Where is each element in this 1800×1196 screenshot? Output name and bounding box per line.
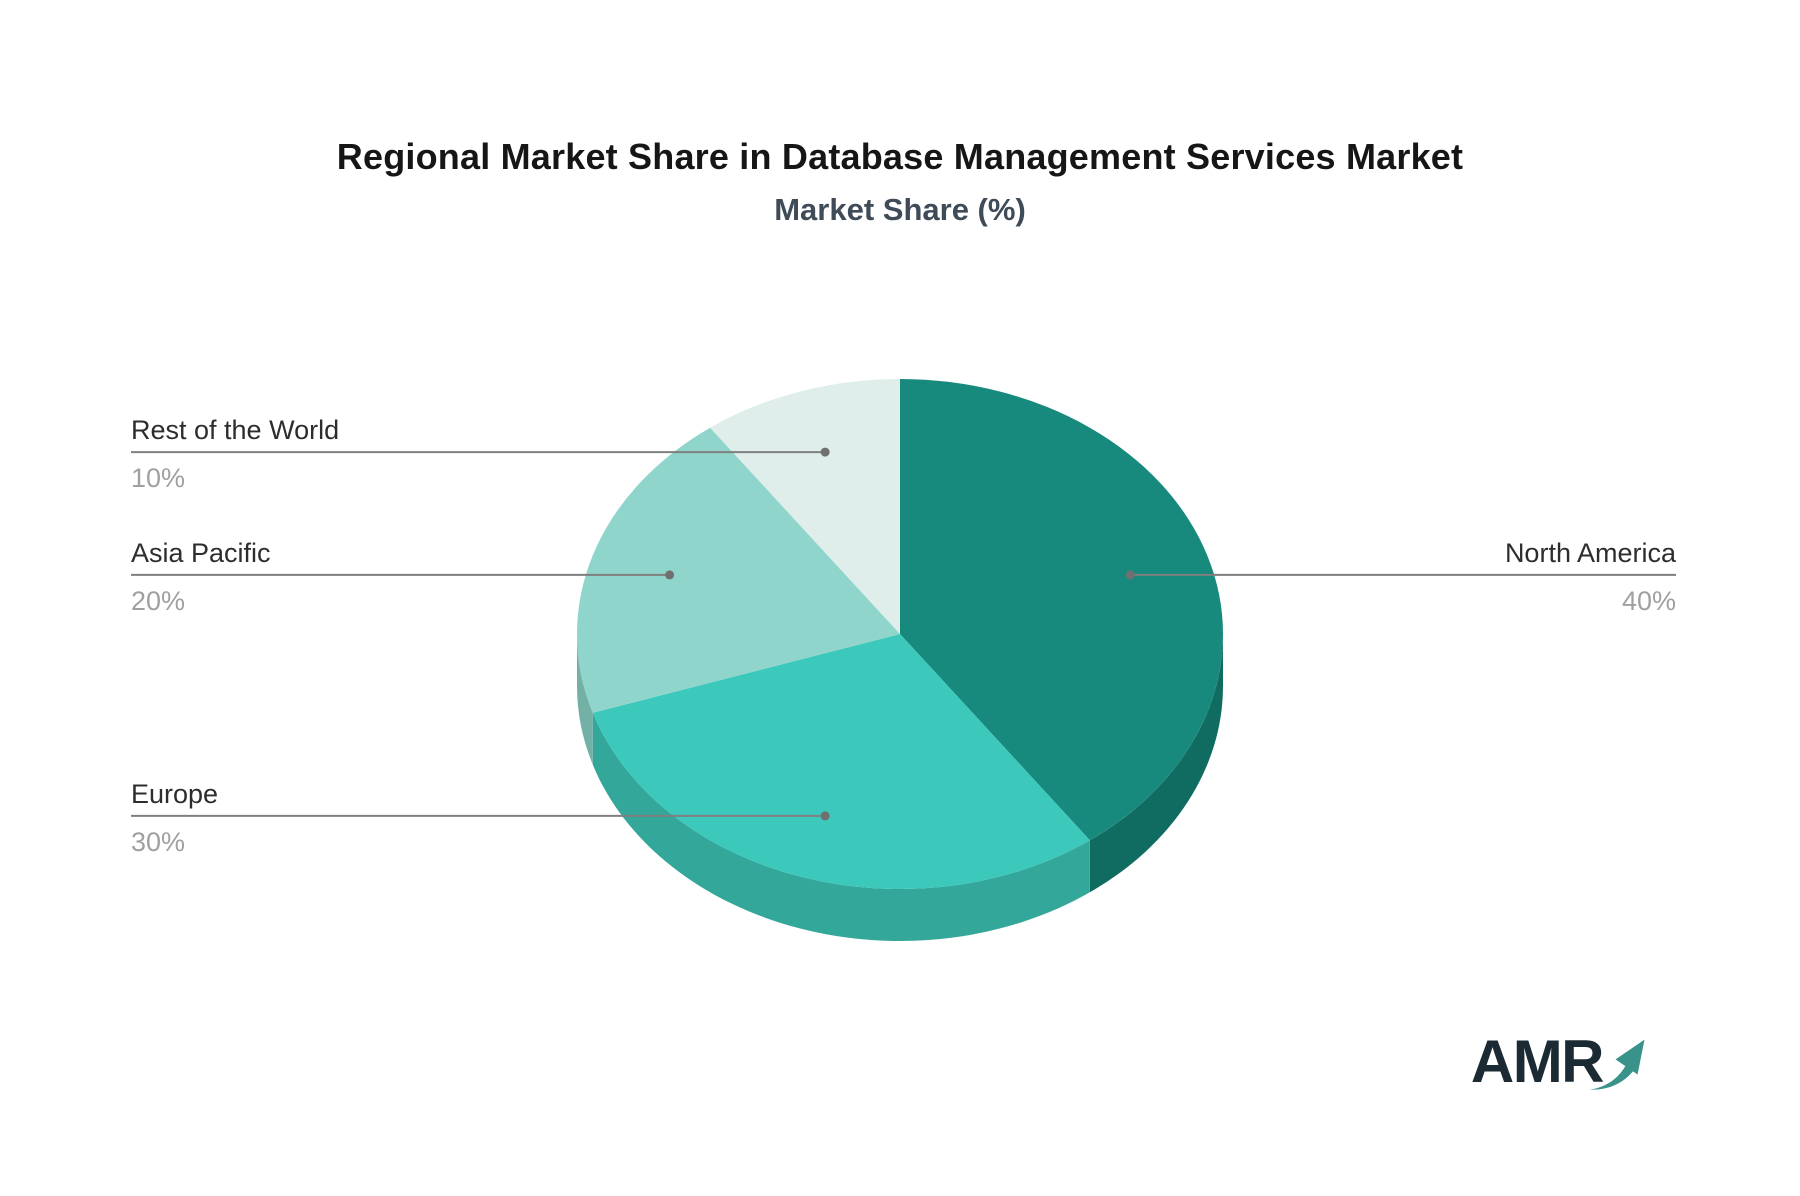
pie-slice-side-asia-pacific <box>577 634 593 765</box>
leader-dot-rest-of-the-world <box>820 447 830 457</box>
pie-slice-north-america <box>900 379 1223 841</box>
amr-logo: AMR <box>1471 1032 1648 1092</box>
leader-dot-europe <box>820 811 830 821</box>
amr-logo-arrow-icon <box>1590 1039 1645 1090</box>
leader-dot-north-america <box>1125 570 1135 580</box>
leader-dot-asia-pacific <box>665 570 675 580</box>
amr-logo-text: AMR <box>1470 1028 1605 1095</box>
pie-slice-rest-of-the-world <box>710 379 900 634</box>
pie-slice-europe <box>592 634 1090 890</box>
pie-slice-side-north-america <box>1089 634 1223 893</box>
chart-subtitle: Market Share (%) <box>774 192 1026 227</box>
chart-title: Regional Market Share in Database Manage… <box>336 136 1464 177</box>
logo-arrowhead <box>1615 1039 1645 1075</box>
pie-slice-asia-pacific <box>577 427 900 713</box>
pie-slice-side-europe <box>592 712 1090 942</box>
